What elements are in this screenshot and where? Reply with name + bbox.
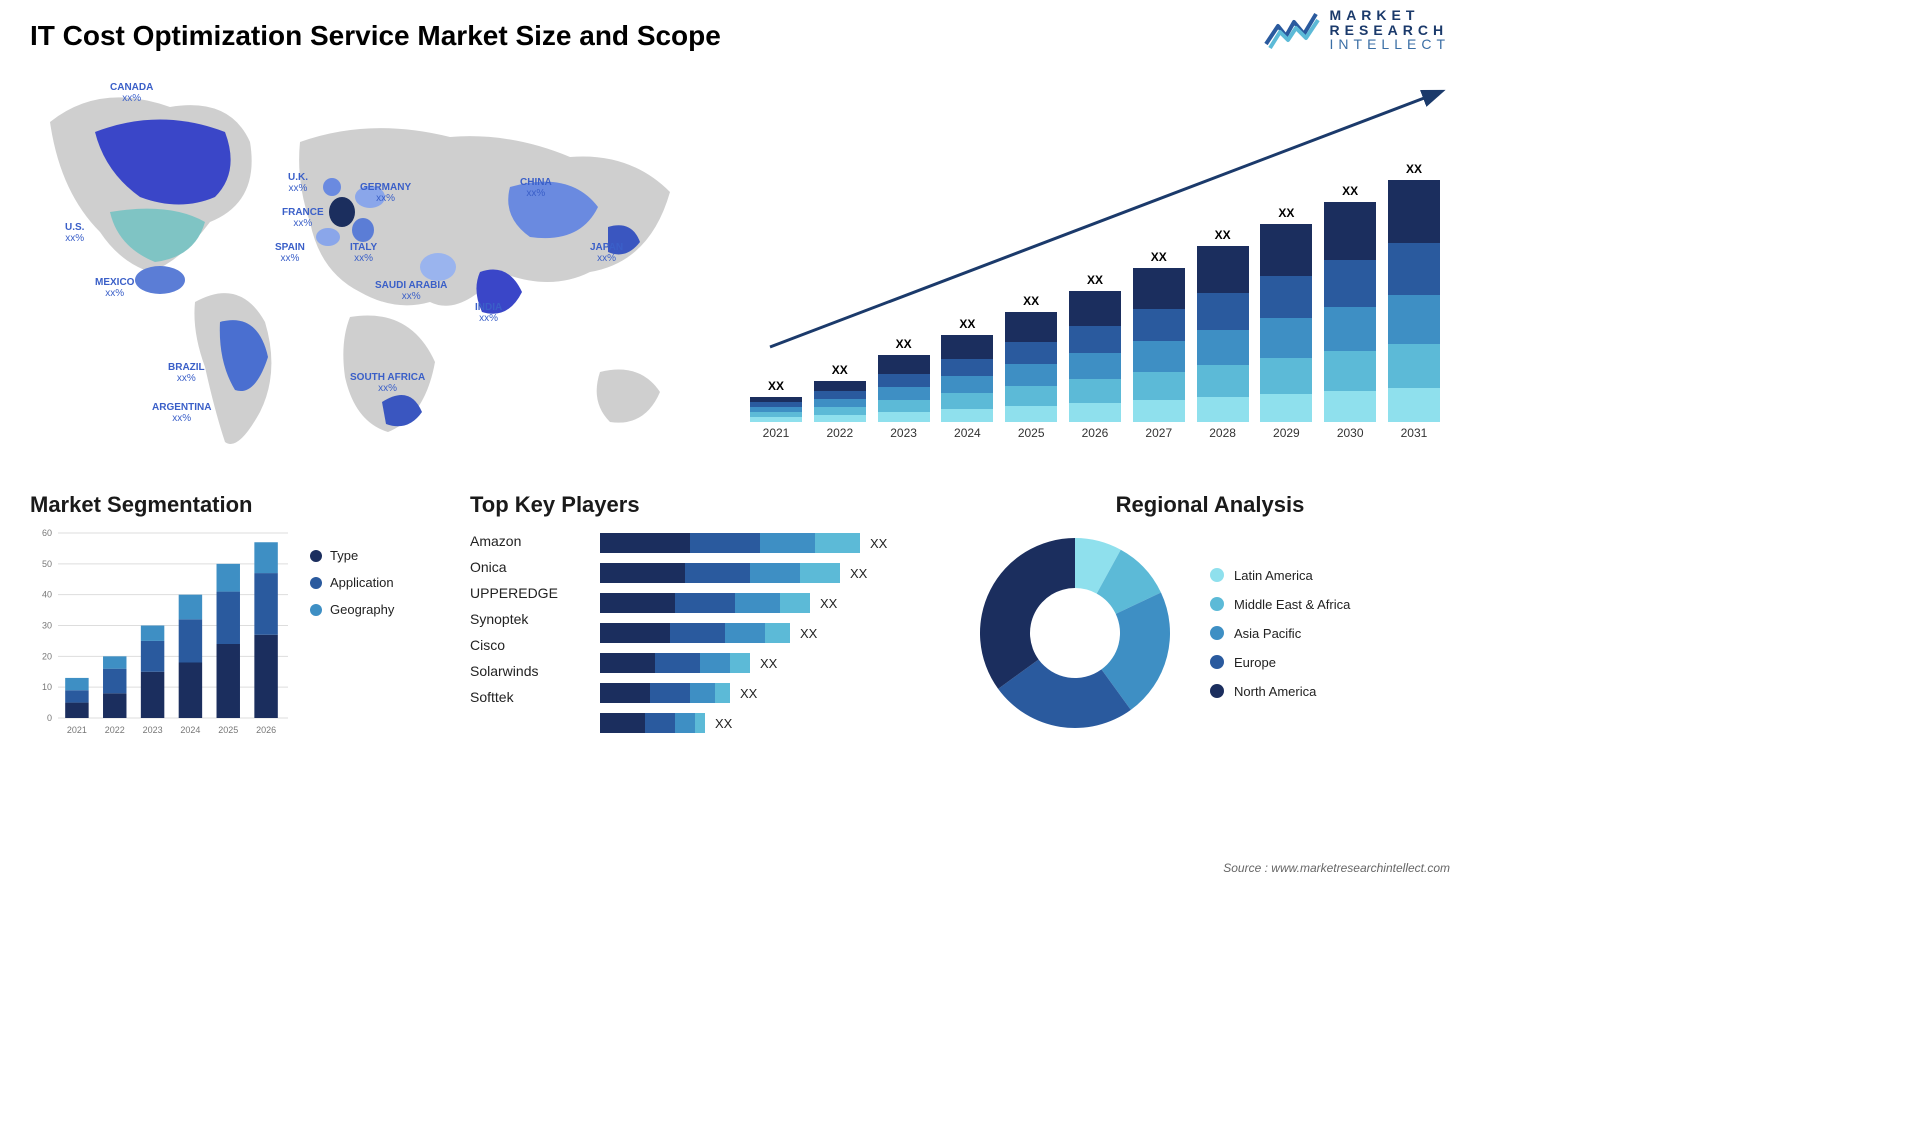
svg-text:2022: 2022	[105, 725, 125, 735]
map-label: U.S.xx%	[65, 222, 84, 244]
growth-bar: XX2023	[878, 337, 930, 440]
player-bar: XX	[600, 653, 887, 673]
segmentation-legend: Type Application Geography	[310, 528, 394, 738]
regional-title: Regional Analysis	[970, 492, 1450, 518]
player-bar: XX	[600, 593, 887, 613]
svg-text:2025: 2025	[218, 725, 238, 735]
map-label: GERMANYxx%	[360, 182, 411, 204]
svg-text:2024: 2024	[180, 725, 200, 735]
player-name: Cisco	[470, 637, 580, 653]
player-name: UPPEREDGE	[470, 585, 580, 601]
growth-bar: XX2026	[1069, 273, 1121, 440]
growth-bar: XX2022	[814, 363, 866, 440]
map-label: ITALYxx%	[350, 242, 377, 264]
map-label: CANADAxx%	[110, 82, 153, 104]
svg-text:2026: 2026	[256, 725, 276, 735]
legend-item: Europe	[1210, 655, 1350, 670]
map-label: JAPANxx%	[590, 242, 623, 264]
svg-text:0: 0	[47, 713, 52, 723]
svg-text:40: 40	[42, 590, 52, 600]
players-title: Top Key Players	[470, 492, 950, 518]
legend-item: North America	[1210, 684, 1350, 699]
page-title: IT Cost Optimization Service Market Size…	[30, 20, 1450, 52]
player-bar: XX	[600, 533, 887, 553]
map-label: SOUTH AFRICAxx%	[350, 372, 425, 394]
players-list: Amazon Onica UPPEREDGE Synoptek Cisco Solarwi…	[470, 528, 580, 733]
legend-item: Asia Pacific	[1210, 626, 1350, 641]
brand-logo: MARKET RESEARCH INTELLECT	[1264, 8, 1450, 52]
player-name: Amazon	[470, 533, 580, 549]
segmentation-title: Market Segmentation	[30, 492, 450, 518]
world-map: CANADAxx% U.S.xx% MEXICOxx% BRAZILxx% ARGENT…	[30, 62, 710, 462]
map-label: MEXICOxx%	[95, 277, 134, 299]
legend-item: Middle East & Africa	[1210, 597, 1350, 612]
regional-donut-chart	[970, 528, 1180, 738]
player-bar: XX	[600, 713, 887, 733]
map-label: SPAINxx%	[275, 242, 305, 264]
svg-text:60: 60	[42, 528, 52, 538]
segmentation-chart: 0 10 20 30 40 50 60 2021 2022 2023 2024 2025 2026	[30, 528, 290, 738]
svg-text:2023: 2023	[143, 725, 163, 735]
player-name: Onica	[470, 559, 580, 575]
growth-bar-chart: XX2021XX2022XX2023XX2024XX2025XX2026XX20…	[740, 102, 1450, 462]
map-label: FRANCExx%	[282, 207, 324, 229]
logo-line2: RESEARCH	[1330, 23, 1450, 38]
legend-item: Latin America	[1210, 568, 1350, 583]
growth-bar: XX2024	[941, 317, 993, 440]
svg-text:20: 20	[42, 651, 52, 661]
logo-line1: MARKET	[1330, 8, 1450, 23]
map-label: INDIAxx%	[475, 302, 502, 324]
map-label: BRAZILxx%	[168, 362, 205, 384]
growth-bar: XX2029	[1260, 206, 1312, 440]
player-name: Synoptek	[470, 611, 580, 627]
svg-text:30: 30	[42, 621, 52, 631]
players-bar-chart: XX XX XX XX XX XX XX	[600, 528, 887, 733]
player-bar: XX	[600, 623, 887, 643]
player-name: Softtek	[470, 689, 580, 705]
logo-line3: INTELLECT	[1330, 37, 1450, 52]
map-label: U.K.xx%	[288, 172, 308, 194]
growth-bar: XX2031	[1388, 162, 1440, 440]
player-name: Solarwinds	[470, 663, 580, 679]
legend-item: Application	[310, 575, 394, 590]
legend-item: Type	[310, 548, 394, 563]
growth-bar: XX2028	[1197, 228, 1249, 440]
growth-bar: XX2030	[1324, 184, 1376, 440]
map-label: ARGENTINAxx%	[152, 402, 211, 424]
growth-bar: XX2027	[1133, 250, 1185, 440]
player-bar: XX	[600, 683, 887, 703]
player-bar: XX	[600, 563, 887, 583]
svg-text:10: 10	[42, 682, 52, 692]
map-label: SAUDI ARABIAxx%	[375, 280, 447, 302]
source-text: Source : www.marketresearchintellect.com	[1223, 861, 1450, 875]
growth-bar: XX2025	[1005, 294, 1057, 440]
logo-icon	[1264, 8, 1320, 52]
legend-item: Geography	[310, 602, 394, 617]
svg-text:2021: 2021	[67, 725, 87, 735]
svg-text:50: 50	[42, 559, 52, 569]
map-label: CHINAxx%	[520, 177, 552, 199]
regional-legend: Latin America Middle East & Africa Asia Pa…	[1210, 568, 1350, 699]
growth-bar: XX2021	[750, 379, 802, 440]
